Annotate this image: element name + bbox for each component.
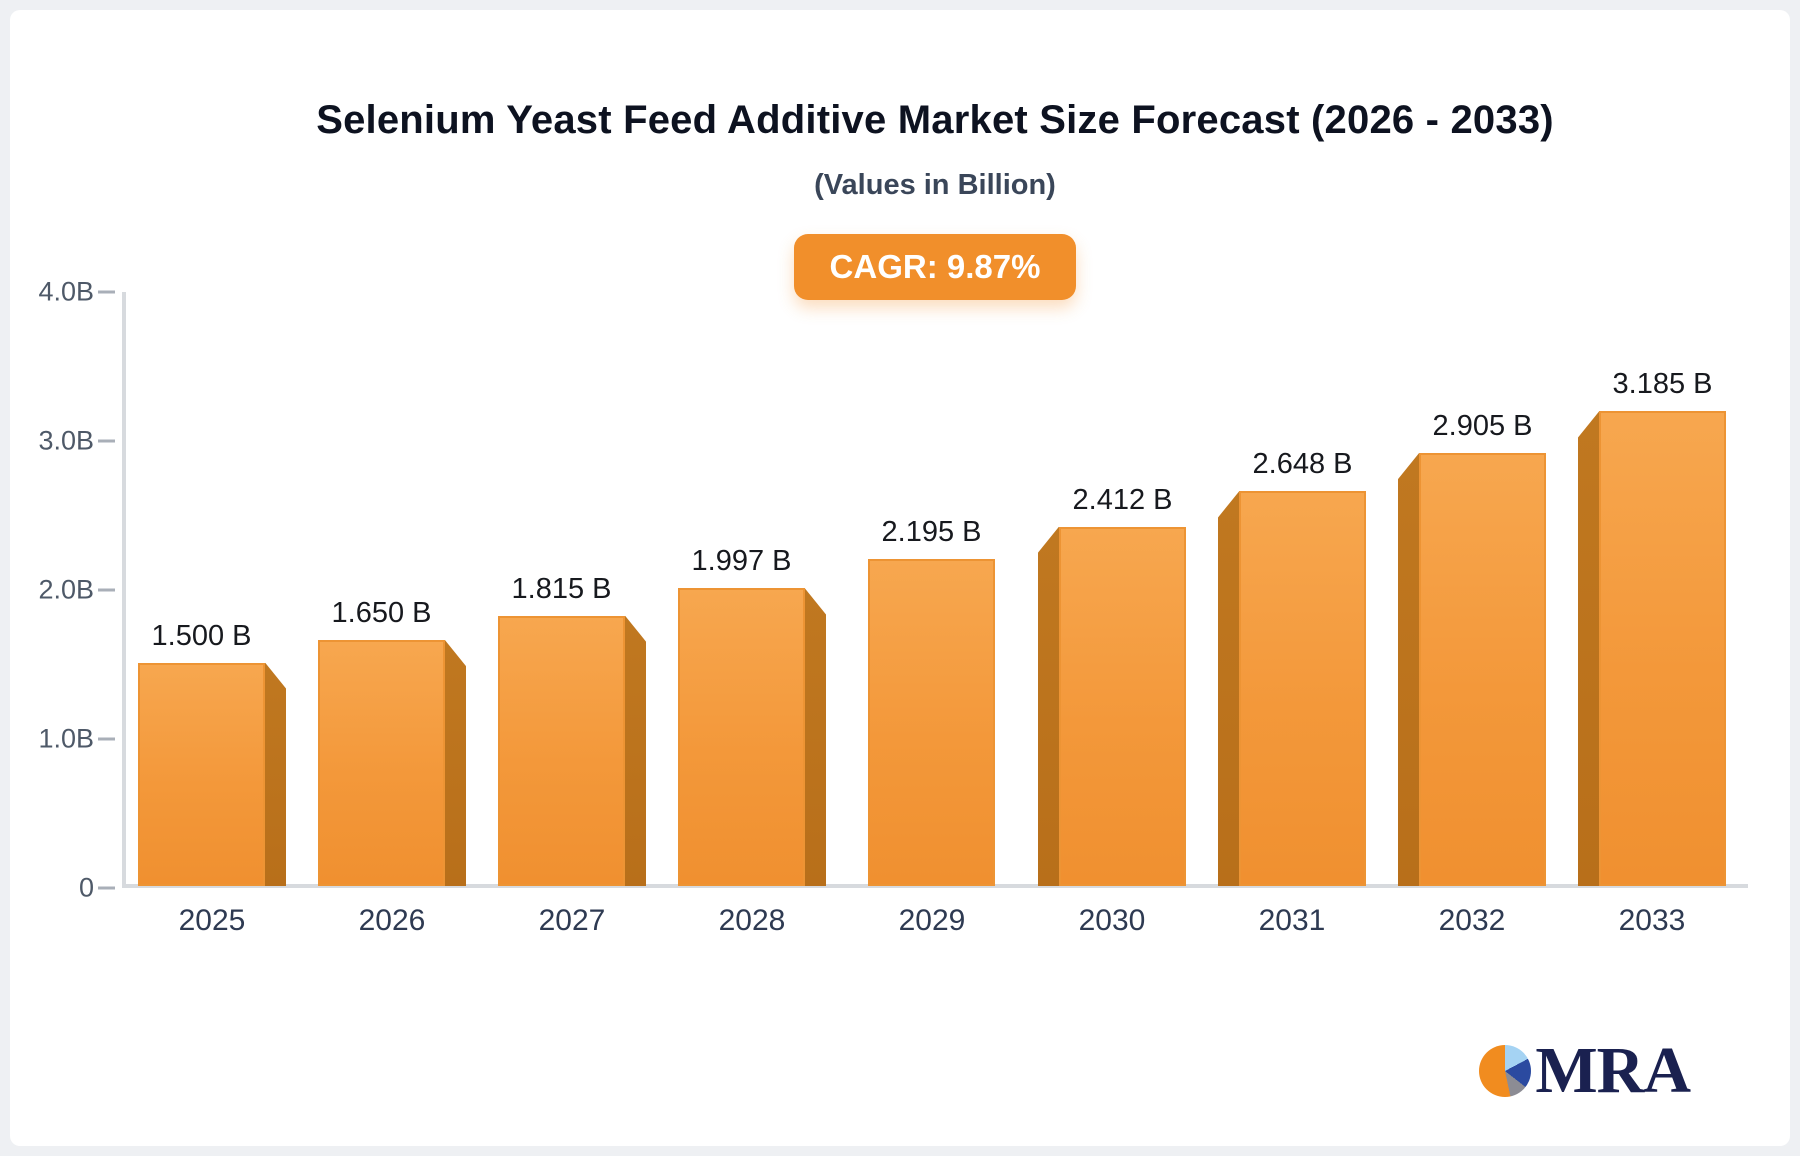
bar: 3.185 B bbox=[1578, 368, 1726, 886]
x-axis-label: 2027 bbox=[538, 904, 606, 937]
y-axis-tick-mark bbox=[98, 737, 115, 741]
bar: 2.412 B bbox=[1038, 484, 1186, 886]
bar-value-label: 2.905 B bbox=[1432, 410, 1533, 443]
y-axis-tick-label: 3.0B bbox=[38, 425, 94, 456]
bar-front-face: 2.412 B bbox=[1059, 484, 1186, 886]
y-axis-tick-label: 1.0B bbox=[38, 723, 94, 754]
bar-front-face: 1.500 B bbox=[138, 620, 265, 886]
y-axis-tick-label: 4.0B bbox=[38, 276, 94, 307]
bar-front-face: 1.815 B bbox=[498, 573, 625, 886]
bar-front-face: 2.195 B bbox=[868, 516, 995, 886]
x-axis-label: 2033 bbox=[1618, 904, 1686, 937]
y-axis-tick-mark bbox=[98, 588, 115, 592]
bar-front-face: 3.185 B bbox=[1599, 368, 1726, 886]
y-axis-tick-label: 2.0B bbox=[38, 574, 94, 605]
bar: 1.650 B bbox=[318, 597, 466, 886]
bar-value-label: 3.185 B bbox=[1612, 368, 1713, 401]
bar-3d-side bbox=[1398, 453, 1419, 886]
chart-header: Selenium Yeast Feed Additive Market Size… bbox=[80, 98, 1790, 300]
brand-logo: MRA bbox=[1479, 1034, 1691, 1107]
bar: 2.648 B bbox=[1218, 448, 1366, 886]
x-axis-label: 2030 bbox=[1078, 904, 1146, 937]
bar-3d-side bbox=[805, 588, 826, 886]
brand-logo-text: MRA bbox=[1535, 1034, 1691, 1107]
y-axis-tick-mark bbox=[98, 439, 115, 443]
bar: 2.195 B bbox=[868, 516, 995, 886]
bar-3d-side bbox=[265, 662, 286, 886]
y-axis-tick-mark bbox=[98, 290, 115, 294]
bar-value-label: 1.815 B bbox=[511, 572, 612, 605]
bar-value-label: 2.412 B bbox=[1072, 483, 1173, 516]
cagr-badge: CAGR: 9.87% bbox=[793, 234, 1077, 300]
x-axis-label: 2028 bbox=[718, 904, 786, 937]
bar: 2.905 B bbox=[1398, 410, 1546, 886]
bar-front-face: 2.905 B bbox=[1419, 410, 1546, 886]
plot-area: 4.0B 3.0B 2.0B 1.0B 0 1.500 B 2025 1.650 B 2026 1… bbox=[38, 277, 1748, 937]
bar-value-label: 2.195 B bbox=[881, 515, 982, 548]
x-axis-baseline bbox=[122, 884, 1748, 888]
bar-value-label: 1.500 B bbox=[151, 619, 252, 652]
bar-front-face: 1.997 B bbox=[678, 545, 805, 886]
pie-chart-icon bbox=[1479, 1045, 1532, 1097]
bar: 1.500 B bbox=[138, 620, 286, 886]
x-axis-label: 2026 bbox=[358, 904, 426, 937]
chart-subtitle: (Values in Billion) bbox=[814, 169, 1056, 201]
x-axis-label: 2029 bbox=[898, 904, 966, 937]
bar-value-label: 1.650 B bbox=[331, 597, 432, 630]
bar-front-face: 2.648 B bbox=[1239, 448, 1366, 886]
bar-3d-side bbox=[1038, 526, 1059, 886]
bar-3d-side bbox=[1578, 411, 1599, 886]
bar: 1.815 B bbox=[498, 573, 646, 886]
y-axis-tick-mark bbox=[98, 886, 115, 890]
x-axis-label: 2025 bbox=[178, 904, 246, 937]
x-axis-label: 2032 bbox=[1438, 904, 1506, 937]
chart-card: Selenium Yeast Feed Additive Market Size… bbox=[10, 10, 1790, 1146]
bar-value-label: 1.997 B bbox=[691, 545, 792, 578]
y-axis-line bbox=[122, 292, 126, 888]
x-axis-label: 2031 bbox=[1258, 904, 1326, 937]
y-axis-tick-label: 0 bbox=[78, 872, 94, 903]
chart-title: Selenium Yeast Feed Additive Market Size… bbox=[316, 98, 1554, 142]
bar-3d-side bbox=[625, 615, 646, 886]
bar-front-face: 1.650 B bbox=[318, 597, 445, 886]
bar-3d-side bbox=[445, 640, 466, 886]
bar: 1.997 B bbox=[678, 545, 826, 886]
bar-3d-side bbox=[1218, 491, 1239, 886]
bar-value-label: 2.648 B bbox=[1252, 448, 1353, 481]
